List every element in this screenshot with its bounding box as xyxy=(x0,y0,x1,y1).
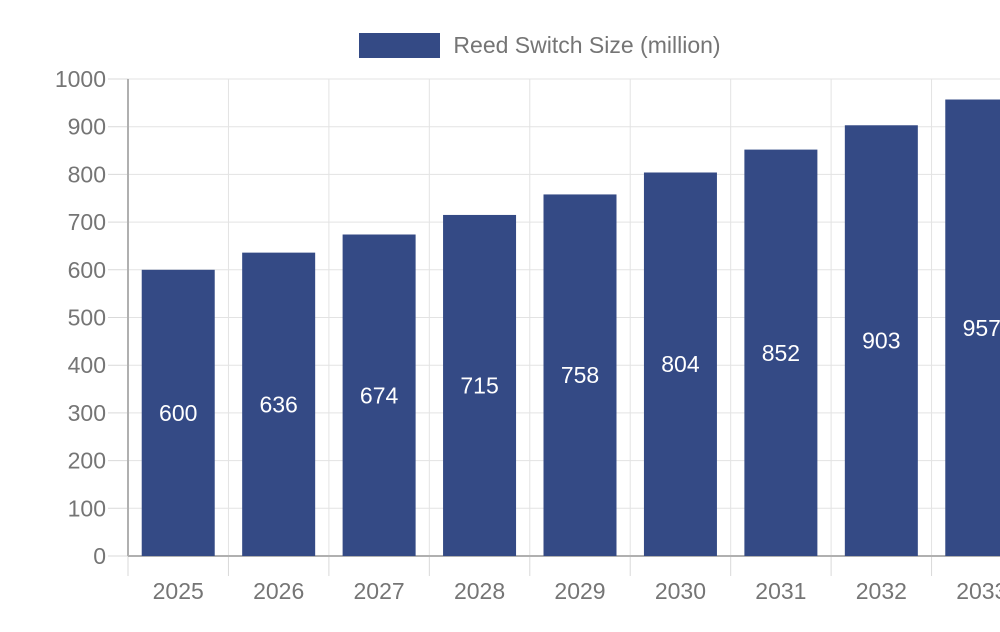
bar-value-label: 758 xyxy=(561,362,599,388)
bar-2025[interactable] xyxy=(141,269,215,556)
y-axis-label: 0 xyxy=(93,543,106,569)
x-axis-label: 2032 xyxy=(856,578,907,604)
bar-2028[interactable] xyxy=(443,214,517,556)
x-axis-label: 2028 xyxy=(454,578,505,604)
x-axis-label: 2033 xyxy=(956,578,1000,604)
y-axis-label: 600 xyxy=(68,257,106,283)
bar-value-label: 674 xyxy=(360,382,399,408)
y-axis-label: 100 xyxy=(68,495,106,521)
bar-value-label: 600 xyxy=(159,400,197,426)
y-axis-label: 700 xyxy=(68,209,106,235)
legend-swatch xyxy=(359,33,441,58)
y-axis-label: 800 xyxy=(68,161,106,187)
bar-value-label: 852 xyxy=(762,340,800,366)
y-axis-label: 1000 xyxy=(55,66,106,92)
y-axis-label: 200 xyxy=(68,448,106,474)
y-axis-label: 400 xyxy=(68,352,106,378)
plot-area: 600 636 674 715 758 804 852 903 957 0 100 200 300 400… xyxy=(40,16,1000,616)
x-axis-label: 2026 xyxy=(253,578,304,604)
chart-legend[interactable]: Reed Switch Size (million) xyxy=(40,33,1000,58)
x-axis-label: 2025 xyxy=(153,578,204,604)
bar-2030[interactable] xyxy=(643,172,717,556)
x-axis-label: 2031 xyxy=(755,578,806,604)
bar-chart: 600 636 674 715 758 804 852 903 957 0 100 200 300 400… xyxy=(40,16,1000,616)
bar-2029[interactable] xyxy=(543,194,617,556)
bar-value-label: 715 xyxy=(460,372,498,398)
bar-2031[interactable] xyxy=(744,149,818,556)
bar-value-label: 903 xyxy=(862,328,900,354)
bar-2033[interactable] xyxy=(945,99,1000,557)
bar-value-label: 636 xyxy=(259,391,297,417)
bar-2032[interactable] xyxy=(844,125,918,557)
x-axis-label: 2029 xyxy=(554,578,605,604)
y-axis-label: 300 xyxy=(68,400,106,426)
y-axis-label: 900 xyxy=(68,114,106,140)
x-axis-label: 2030 xyxy=(655,578,706,604)
y-axis-label: 500 xyxy=(68,305,106,331)
x-axis-label: 2027 xyxy=(354,578,405,604)
bar-value-label: 957 xyxy=(963,315,1000,341)
bar-2026[interactable] xyxy=(242,252,316,557)
bar-value-label: 804 xyxy=(661,351,700,377)
bar-2027[interactable] xyxy=(342,234,416,556)
legend-label: Reed Switch Size (million) xyxy=(453,32,721,58)
